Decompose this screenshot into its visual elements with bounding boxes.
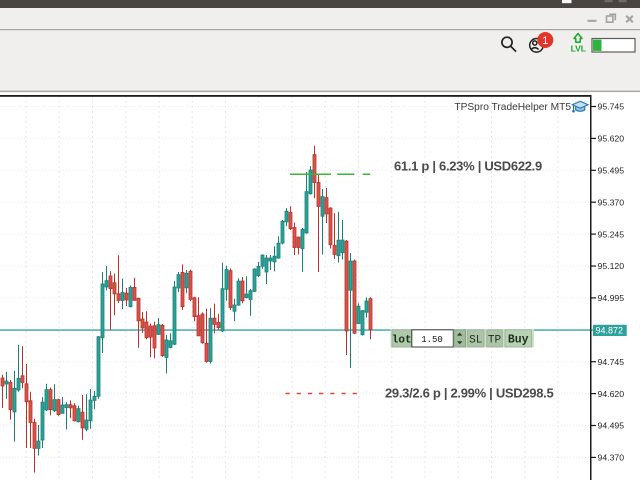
- svg-text:95.370: 95.370: [598, 197, 625, 207]
- svg-text:94.620: 94.620: [598, 389, 625, 399]
- svg-text:94.995: 94.995: [598, 293, 625, 303]
- svg-text:95.120: 95.120: [598, 261, 625, 271]
- svg-text:95.745: 95.745: [598, 102, 625, 112]
- svg-text:61.1 p | 6.23% | USD622.9: 61.1 p | 6.23% | USD622.9: [394, 158, 542, 173]
- svg-text:94.745: 94.745: [598, 357, 625, 367]
- svg-text:95.245: 95.245: [598, 229, 625, 239]
- svg-text:TPSpro TradeHelper MT5: TPSpro TradeHelper MT5: [454, 102, 571, 113]
- svg-text:94.370: 94.370: [598, 453, 625, 463]
- svg-text:SL: SL: [469, 335, 482, 347]
- svg-text:1.50: 1.50: [421, 335, 443, 345]
- svg-text:Buy: Buy: [508, 334, 529, 347]
- svg-text:95.620: 95.620: [598, 134, 625, 144]
- svg-text:29.3/2.6 p | 2.99% | USD298.5: 29.3/2.6 p | 2.99% | USD298.5: [385, 385, 553, 400]
- svg-text:95.495: 95.495: [598, 166, 625, 176]
- svg-text:LVL: LVL: [571, 44, 586, 54]
- svg-text:94.495: 94.495: [598, 421, 625, 431]
- svg-text:94.872: 94.872: [596, 326, 624, 336]
- svg-text:1: 1: [542, 35, 548, 47]
- svg-text:lot: lot: [392, 335, 412, 347]
- svg-text:TP: TP: [488, 335, 502, 347]
